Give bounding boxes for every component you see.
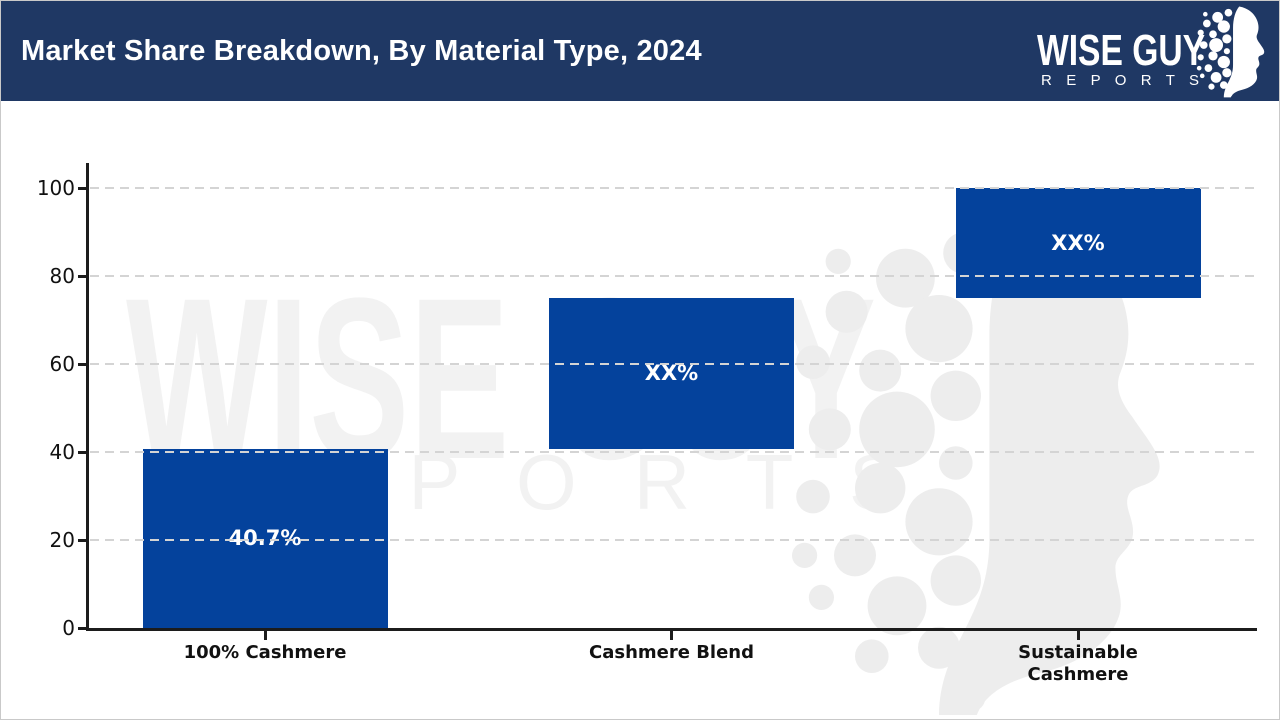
gridline <box>90 275 1257 277</box>
gridline <box>90 451 1257 453</box>
wise-guy-reports-logo: WISE GUY R E P O R T S <box>1037 6 1265 98</box>
y-tick-mark <box>78 275 87 278</box>
bar-segment: XX% <box>955 188 1201 298</box>
gridline <box>90 539 1257 541</box>
y-tick-label: 0 <box>62 616 75 640</box>
logo-subtitle: R E P O R T S <box>1041 72 1199 89</box>
bar-segment: 40.7% <box>142 448 388 628</box>
y-tick-label: 60 <box>49 352 75 376</box>
y-axis-line <box>86 163 89 631</box>
bar-value-label: XX% <box>644 361 699 386</box>
y-tick-mark <box>78 627 87 630</box>
y-tick-mark <box>78 539 87 542</box>
y-tick-label: 80 <box>49 264 75 288</box>
y-tick-label: 40 <box>49 440 75 464</box>
chart-title: Market Share Breakdown, By Material Type… <box>21 34 702 67</box>
bar-segment: XX% <box>549 298 794 449</box>
header-bar: Market Share Breakdown, By Material Type… <box>1 1 1279 101</box>
y-tick-mark <box>78 187 87 190</box>
gridline <box>90 363 1257 365</box>
y-tick-label: 20 <box>49 528 75 552</box>
y-tick-mark <box>78 363 87 366</box>
x-axis-line <box>86 628 1257 631</box>
x-axis-category-label: 100% Cashmere <box>183 642 347 663</box>
x-tick-mark <box>1076 631 1080 640</box>
y-tick-mark <box>78 451 87 454</box>
bar-value-label: XX% <box>1051 231 1105 255</box>
x-axis-category-label: Cashmere Blend <box>589 642 754 663</box>
gridline <box>90 187 1257 189</box>
chart-plot-region: WISE GUY R E P O R T S 02040608010040.7%… <box>1 101 1279 719</box>
bar-value-label: 40.7% <box>228 526 302 551</box>
logo-dot-face-icon <box>1196 6 1265 98</box>
y-tick-label: 100 <box>36 176 75 200</box>
x-axis-category-label: Sustainable Cashmere <box>1018 642 1138 685</box>
logo-wordmark: WISE GUY <box>1037 26 1205 75</box>
x-tick-mark <box>263 631 267 640</box>
x-tick-mark <box>670 631 673 640</box>
